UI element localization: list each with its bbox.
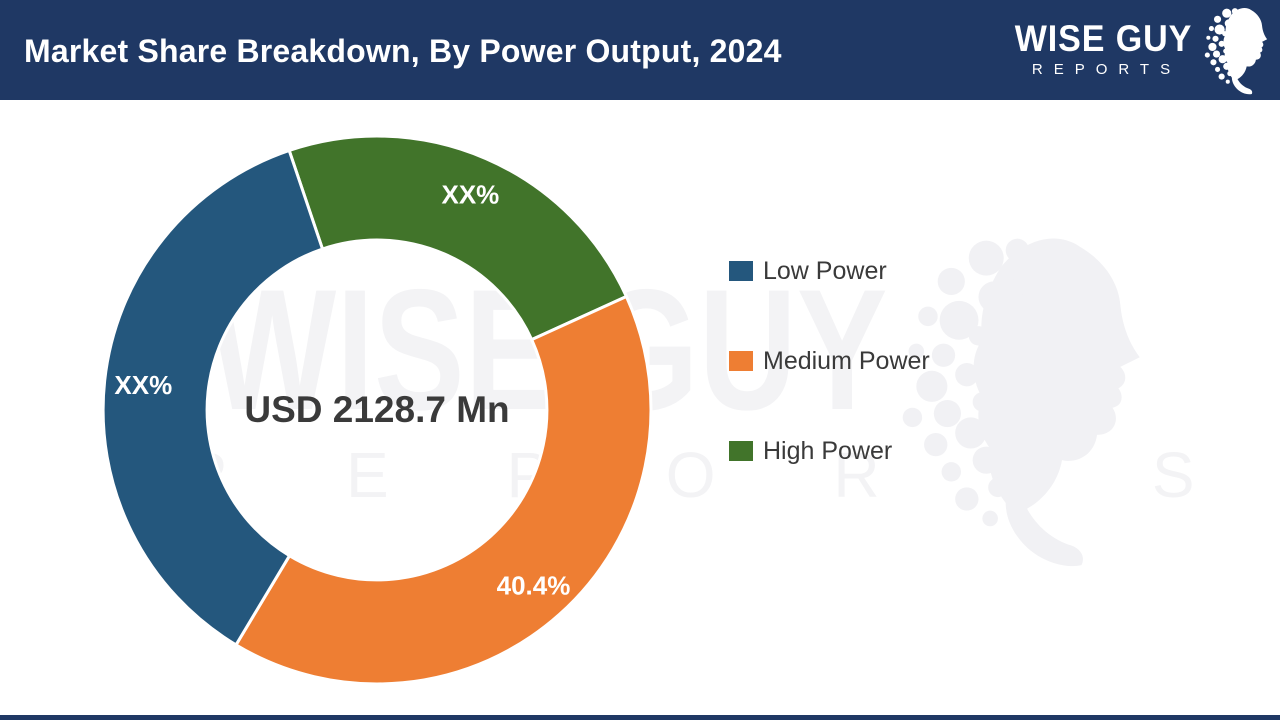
bottom-accent-bar	[0, 715, 1280, 720]
segment-label-low-power: XX%	[114, 370, 172, 400]
legend-swatch	[729, 441, 753, 461]
legend: Low Power Medium Power High Power	[729, 256, 930, 466]
logo-wordmark: WISE GUY	[1014, 18, 1193, 59]
legend-item-medium-power: Medium Power	[729, 346, 930, 376]
segment-label-high-power: XX%	[441, 179, 499, 209]
legend-item-high-power: High Power	[729, 436, 930, 466]
legend-label: Low Power	[763, 256, 887, 285]
header-bar: Market Share Breakdown, By Power Output,…	[0, 0, 1280, 100]
logo-face-icon	[1204, 8, 1268, 95]
legend-swatch	[729, 351, 753, 371]
donut-segment-high-power	[287, 134, 629, 342]
legend-label: High Power	[763, 436, 893, 465]
donut-segment-medium-power	[233, 294, 653, 686]
legend-swatch	[729, 261, 753, 281]
chart-center-value: USD 2128.7 Mn	[244, 389, 510, 430]
brand-logo: WISE GUY REPORTS	[1007, 0, 1274, 100]
logo-subtitle: REPORTS	[1031, 61, 1182, 78]
legend-label: Medium Power	[763, 346, 930, 375]
page-title: Market Share Breakdown, By Power Output,…	[24, 33, 782, 69]
legend-item-low-power: Low Power	[729, 256, 930, 286]
segment-label-medium-power: 40.4%	[497, 570, 571, 600]
donut-segment-low-power	[101, 148, 325, 647]
